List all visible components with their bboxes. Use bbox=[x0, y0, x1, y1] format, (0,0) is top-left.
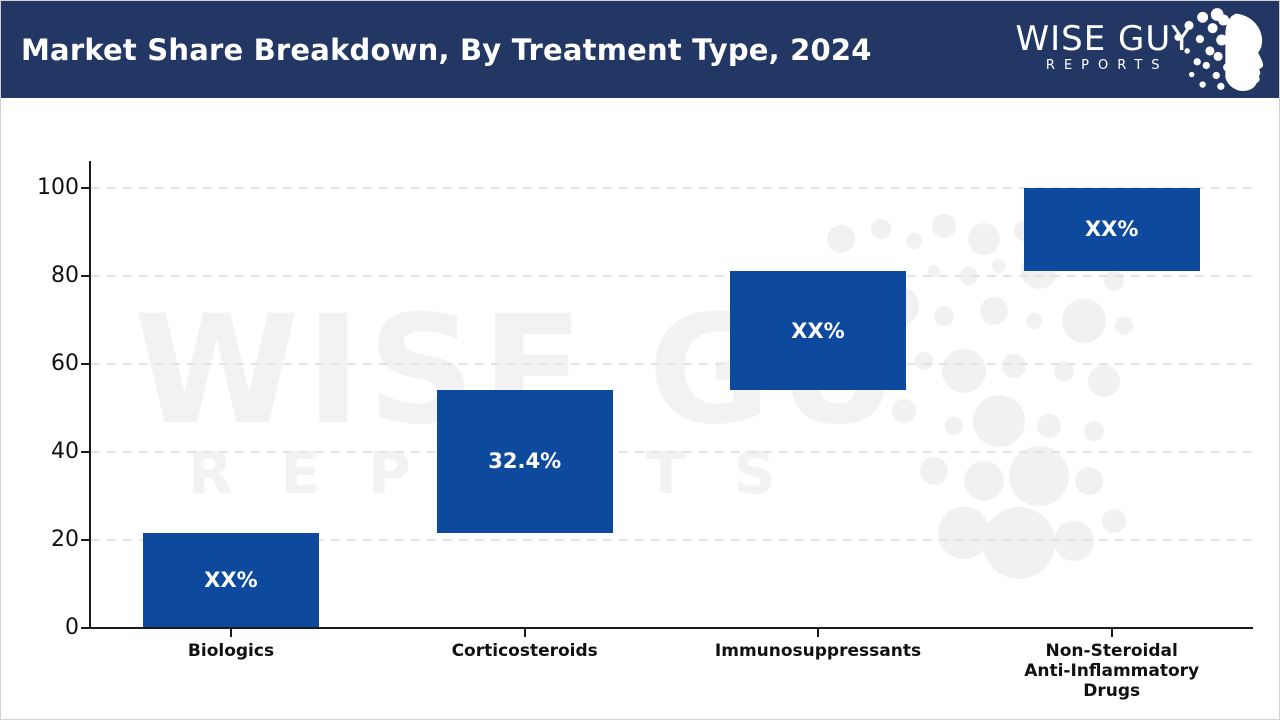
x-axis-line bbox=[89, 627, 1253, 629]
header-bar: Market Share Breakdown, By Treatment Typ… bbox=[1, 1, 1279, 98]
x-tick bbox=[817, 629, 819, 637]
bar-value-label: XX% bbox=[1084, 217, 1139, 242]
page-title: Market Share Breakdown, By Treatment Typ… bbox=[21, 32, 872, 67]
x-tick bbox=[230, 629, 232, 637]
bar-value-label: XX% bbox=[204, 568, 258, 593]
y-tick bbox=[81, 450, 89, 453]
x-tick bbox=[1110, 629, 1113, 637]
y-tick-label: 0 bbox=[65, 615, 79, 640]
y-tick bbox=[81, 538, 89, 541]
x-tick-label: Corticosteroids bbox=[451, 641, 598, 661]
gridline bbox=[91, 362, 1253, 365]
bar-segment: XX% bbox=[143, 532, 319, 628]
x-tick-label: Biologics bbox=[187, 641, 275, 661]
y-tick bbox=[81, 274, 89, 277]
logo-subtitle: REPORTS bbox=[1045, 58, 1169, 73]
logo-head-icon bbox=[1174, 8, 1264, 92]
y-axis-line bbox=[89, 161, 91, 629]
x-tick bbox=[523, 629, 526, 637]
bar-value-label: 32.4% bbox=[488, 449, 562, 474]
bar-segment: XX% bbox=[1023, 187, 1200, 272]
gridline bbox=[91, 186, 1253, 189]
y-tick-label: 40 bbox=[51, 438, 79, 464]
gridline bbox=[91, 274, 1253, 277]
wise-guy-logo: WISE GUY REPORTS bbox=[1011, 1, 1271, 98]
x-tick-label: Non-Steroidal Anti-Inflammatory Drugs bbox=[1024, 641, 1200, 701]
y-tick-label: 60 bbox=[51, 350, 79, 376]
y-tick bbox=[81, 627, 89, 629]
logo-wordmark: WISE GUY bbox=[1015, 19, 1193, 59]
bar-segment: 32.4% bbox=[436, 390, 613, 533]
bar-value-label: XX% bbox=[791, 318, 845, 343]
y-tick bbox=[81, 186, 89, 189]
bar-segment: XX% bbox=[730, 271, 906, 391]
gridline bbox=[91, 450, 1253, 453]
gridline bbox=[91, 538, 1253, 541]
y-tick-label: 20 bbox=[51, 526, 79, 552]
x-tick-label: Immunosuppressants bbox=[714, 641, 922, 661]
logo-text: WISE GUY REPORTS bbox=[1015, 21, 1193, 74]
y-tick-label: 80 bbox=[51, 262, 79, 288]
y-tick-label: 100 bbox=[37, 174, 79, 200]
y-tick bbox=[81, 362, 89, 365]
